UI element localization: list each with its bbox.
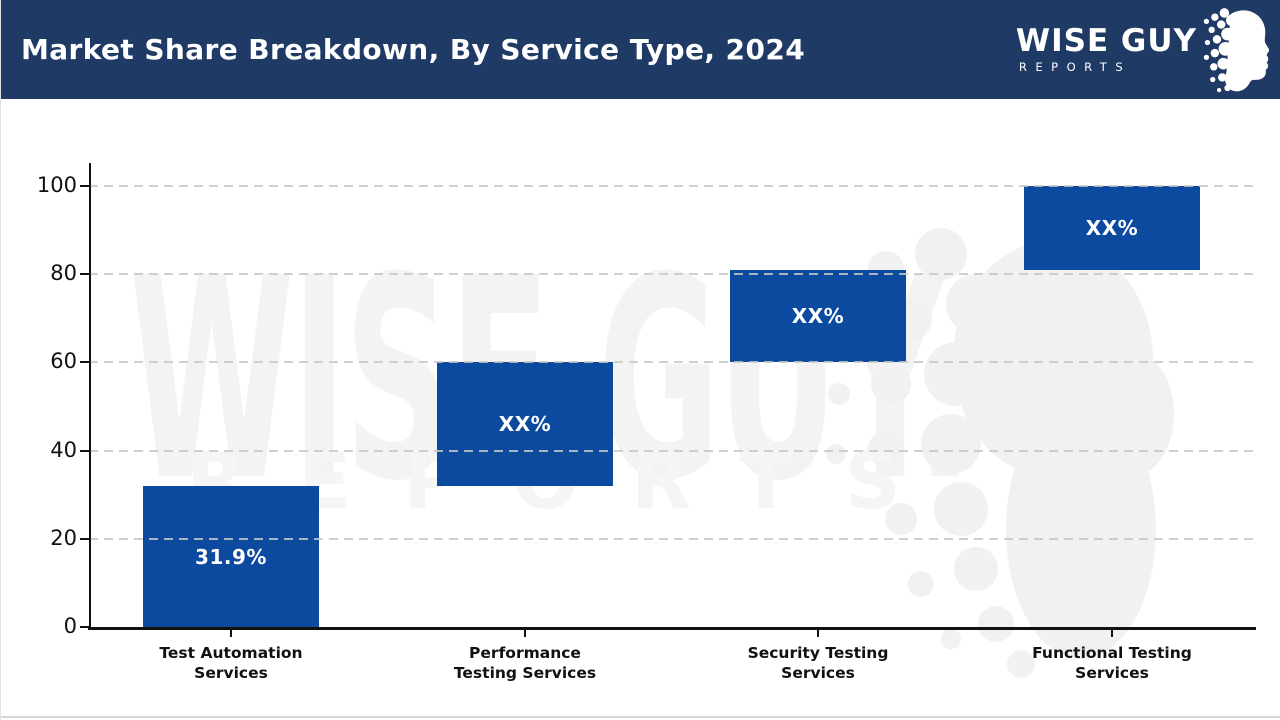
y-tick-label-80: 80: [50, 261, 77, 286]
x-tick-4: [1111, 629, 1113, 637]
y-tick-label-40: 40: [50, 437, 77, 462]
gridline-y-80: [89, 273, 1256, 276]
bar-value-label-2: XX%: [498, 412, 552, 437]
y-tick-label-60: 60: [50, 349, 77, 374]
y-tick-60: [80, 361, 89, 364]
logo-text: WISE GUY REPORTS: [1016, 25, 1197, 74]
gridline-y-20: [89, 537, 1256, 540]
bar-segment-4: XX%: [1024, 186, 1200, 270]
y-tick-label-0: 0: [63, 614, 77, 638]
logo-subtitle: REPORTS: [1018, 60, 1132, 74]
y-tick-0: [80, 626, 89, 628]
bar-segment-3: XX%: [730, 269, 906, 363]
x-category-label-3: Security Testing Services: [747, 644, 889, 682]
chart-area: WISE GUY. REPORTS 02040608010031.9%XX%XX…: [1, 99, 1280, 720]
bottom-divider: [1, 716, 1280, 718]
wiseguy-logo: WISE GUY REPORTS: [1016, 0, 1273, 99]
x-tick-3: [817, 629, 819, 637]
y-tick-80: [80, 273, 89, 276]
x-axis-spine: [88, 627, 1256, 630]
gridline-y-60: [89, 361, 1256, 364]
y-tick-label-20: 20: [50, 525, 77, 550]
y-tick-40: [80, 449, 89, 452]
watermark-head-graphic: [826, 228, 1174, 678]
gridline-y-40: [89, 449, 1256, 452]
bar-value-label-1: 31.9%: [195, 544, 267, 569]
x-category-label-2: Performance Testing Services: [453, 644, 597, 682]
logo-wordmark: WISE GUY: [1015, 23, 1197, 59]
page-title: Market Share Breakdown, By Service Type,…: [21, 33, 806, 66]
y-axis-spine: [89, 163, 91, 629]
y-tick-20: [80, 537, 89, 540]
x-category-label-1: Test Automation Services: [159, 644, 303, 682]
x-tick-2: [524, 629, 526, 637]
x-tick-1: [230, 629, 232, 637]
bar-value-label-4: XX%: [1085, 215, 1139, 240]
y-tick-label-100: 100: [36, 173, 77, 197]
header: Market Share Breakdown, By Service Type,…: [1, 0, 1280, 99]
wiseguy-head-icon: [1203, 7, 1269, 92]
x-category-label-4: Functional Testing Services: [1032, 644, 1192, 682]
bar-segment-1: 31.9%: [143, 486, 319, 627]
bar-segment-2: XX%: [437, 362, 613, 487]
bar-value-label-3: XX%: [791, 304, 845, 329]
gridline-y-100: [89, 185, 1256, 187]
y-tick-100: [80, 185, 89, 187]
